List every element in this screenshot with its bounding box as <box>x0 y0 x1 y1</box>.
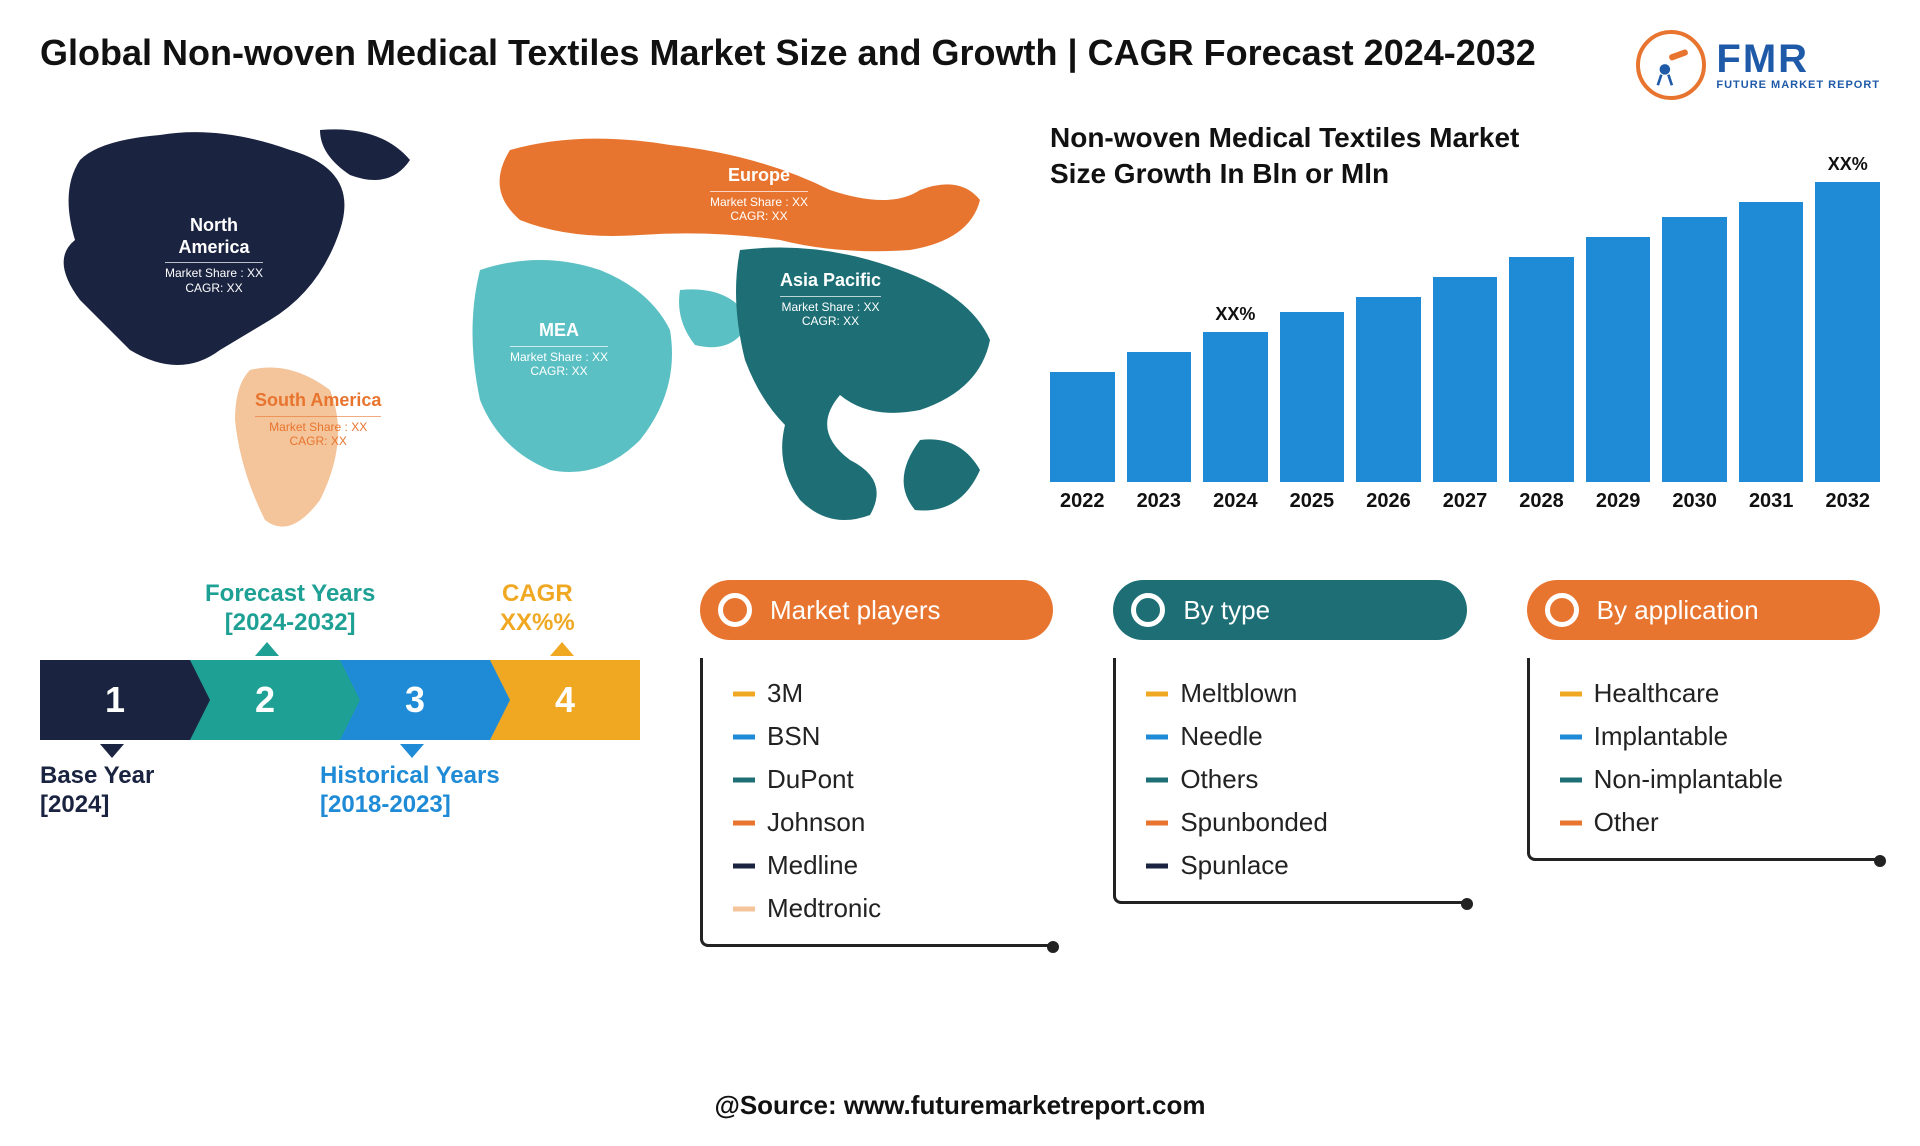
bar-2032: XX%2032 <box>1815 182 1880 513</box>
tl-forecast: Forecast Years[2024-2032] <box>205 580 375 638</box>
tl-seg-3: 3 <box>340 660 490 740</box>
tl-cagr: CAGRXX%% <box>500 580 575 638</box>
cat-item: Non-implantable <box>1560 758 1880 801</box>
bar-2022: 2022 <box>1050 372 1115 513</box>
bars-container: 20222023XX%20242025202620272028202920302… <box>1050 213 1880 513</box>
timeline: Forecast Years[2024-2032] CAGRXX%% 1234 … <box>40 580 640 820</box>
cat-by-application: By application HealthcareImplantableNon-i… <box>1527 580 1880 947</box>
cat-list: HealthcareImplantableNon-implantableOthe… <box>1560 672 1880 844</box>
cat-item: Needle <box>1146 715 1466 758</box>
bar-year: 2032 <box>1825 490 1870 513</box>
logo-text-sub: FUTURE MARKET REPORT <box>1716 79 1880 91</box>
bar <box>1356 297 1421 482</box>
cat-market-players: Market players 3MBSNDuPontJohnsonMedlineM… <box>700 580 1053 947</box>
bar-year: 2029 <box>1596 490 1641 513</box>
cat-item: Johnson <box>733 801 1053 844</box>
cat-item: Meltblown <box>1146 672 1466 715</box>
fmr-logo: FMR FUTURE MARKET REPORT <box>1636 30 1880 100</box>
tl-seg-2: 2 <box>190 660 340 740</box>
bar-year: 2028 <box>1519 490 1564 513</box>
label-sa: South America Market Share : XX CAGR: XX <box>255 390 381 448</box>
bar <box>1050 372 1115 482</box>
cat-item: Implantable <box>1560 715 1880 758</box>
bar <box>1662 217 1727 482</box>
page-title: Global Non-woven Medical Textiles Market… <box>40 30 1536 77</box>
bar <box>1433 277 1498 482</box>
chart-title: Non-woven Medical Textiles Market Size G… <box>1050 120 1550 193</box>
bar-2026: 2026 <box>1356 297 1421 513</box>
cat-item: Spunlace <box>1146 844 1466 887</box>
cat-item: DuPont <box>733 758 1053 801</box>
bar-2024: XX%2024 <box>1203 332 1268 513</box>
timeline-bar: 1234 <box>40 660 640 740</box>
cat-pill: Market players <box>700 580 1053 640</box>
bar-year: 2024 <box>1213 490 1258 513</box>
header: Global Non-woven Medical Textiles Market… <box>40 30 1880 100</box>
categories: Market players3MBSNDuPontJohnsonMedlineM… <box>700 580 1880 947</box>
cat-item: Medtronic <box>733 887 1053 930</box>
tl-hist: Historical Years[2018-2023] <box>320 762 500 820</box>
label-ap: Asia Pacific Market Share : XX CAGR: XX <box>780 270 881 328</box>
bar-chart: Non-woven Medical Textiles Market Size G… <box>1050 120 1880 540</box>
bar-2025: 2025 <box>1280 312 1345 513</box>
bar-year: 2022 <box>1060 490 1105 513</box>
bar-2030: 2030 <box>1662 217 1727 513</box>
bar-annotation: XX% <box>1828 154 1868 175</box>
arrow-forecast-icon <box>255 642 279 656</box>
bar <box>1815 182 1880 482</box>
bar-year: 2027 <box>1443 490 1488 513</box>
bar-annotation: XX% <box>1215 304 1255 325</box>
cat-item: Others <box>1146 758 1466 801</box>
cat-list: 3MBSNDuPontJohnsonMedlineMedtronic <box>733 672 1053 930</box>
bar-2031: 2031 <box>1739 202 1804 513</box>
bar-year: 2026 <box>1366 490 1411 513</box>
tl-seg-1: 1 <box>40 660 190 740</box>
arrow-hist-icon <box>400 744 424 758</box>
bar <box>1280 312 1345 482</box>
bar-2028: 2028 <box>1509 257 1574 513</box>
cat-item: BSN <box>733 715 1053 758</box>
bar <box>1203 332 1268 482</box>
cat-list: MeltblownNeedleOthersSpunbondedSpunlace <box>1146 672 1466 887</box>
bottom-row: Forecast Years[2024-2032] CAGRXX%% 1234 … <box>40 580 1880 947</box>
tl-base: Base Year[2024] <box>40 762 154 820</box>
cat-item: Spunbonded <box>1146 801 1466 844</box>
world-map: North America Market Share : XX CAGR: XX… <box>40 120 1020 540</box>
bar-2023: 2023 <box>1127 352 1192 513</box>
cat-by-type: By type MeltblownNeedleOthersSpunbondedSp… <box>1113 580 1466 947</box>
bar-year: 2023 <box>1137 490 1182 513</box>
tl-seg-4: 4 <box>490 660 640 740</box>
cat-bracket: 3MBSNDuPontJohnsonMedlineMedtronic <box>700 658 1053 947</box>
bar-2029: 2029 <box>1586 237 1651 513</box>
bar <box>1586 237 1651 482</box>
label-na: North America Market Share : XX CAGR: XX <box>165 215 263 295</box>
arrow-base-icon <box>100 744 124 758</box>
cat-pill: By application <box>1527 580 1880 640</box>
label-mea: MEA Market Share : XX CAGR: XX <box>510 320 608 378</box>
cat-item: 3M <box>733 672 1053 715</box>
cat-item: Healthcare <box>1560 672 1880 715</box>
cat-item: Other <box>1560 801 1880 844</box>
telescope-icon <box>1636 30 1706 100</box>
bar <box>1509 257 1574 482</box>
bar <box>1127 352 1192 482</box>
bar-2027: 2027 <box>1433 277 1498 513</box>
cat-item: Medline <box>733 844 1053 887</box>
arrow-cagr-icon <box>550 642 574 656</box>
source-text: @Source: www.futuremarketreport.com <box>714 1090 1205 1121</box>
logo-text-main: FMR <box>1716 39 1880 79</box>
bar-year: 2025 <box>1290 490 1335 513</box>
cat-pill: By type <box>1113 580 1466 640</box>
bar-year: 2031 <box>1749 490 1794 513</box>
cat-bracket: MeltblownNeedleOthersSpunbondedSpunlace <box>1113 658 1466 904</box>
bar-year: 2030 <box>1672 490 1717 513</box>
cat-bracket: HealthcareImplantableNon-implantableOthe… <box>1527 658 1880 861</box>
bar <box>1739 202 1804 482</box>
label-eu: Europe Market Share : XX CAGR: XX <box>710 165 808 223</box>
top-row: North America Market Share : XX CAGR: XX… <box>40 120 1880 540</box>
